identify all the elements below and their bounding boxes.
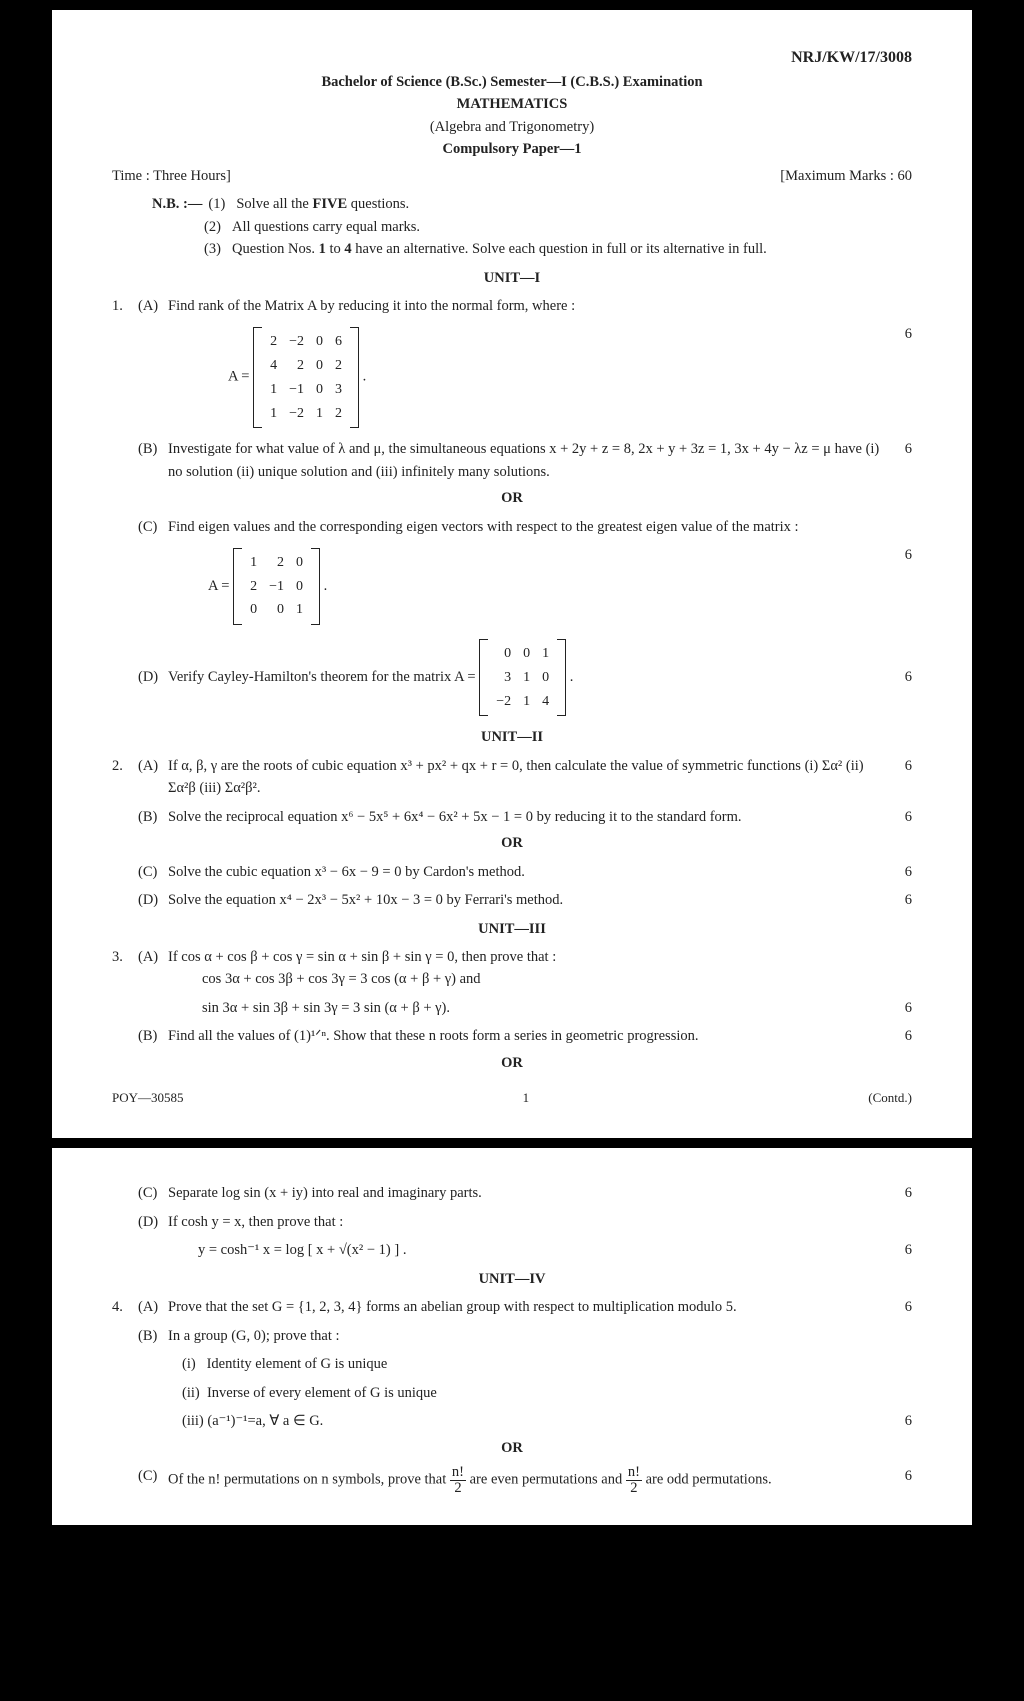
topic-line: (Algebra and Trigonometry): [112, 116, 912, 138]
q1c-matrix: 1202−10001: [233, 548, 320, 625]
p2c-text: Separate log sin (x + iy) into real and …: [168, 1182, 888, 1204]
time-label: Time : Three Hours]: [112, 165, 231, 187]
or-separator: OR: [112, 487, 912, 509]
nb-item-text: All questions carry equal marks.: [232, 216, 420, 238]
paper-line: Compulsory Paper—1: [112, 138, 912, 160]
part-label: (C): [138, 861, 168, 883]
nb-label: N.B. :—: [152, 193, 202, 215]
part-label: (C): [138, 1182, 168, 1204]
nb-item-text: Question Nos. 1 to 4 have an alternative…: [232, 238, 767, 260]
q4b-text: In a group (G, 0); prove that :: [168, 1325, 888, 1347]
part-label: (D): [138, 666, 168, 688]
q2b-text: Solve the reciprocal equation x⁶ − 5x⁵ +…: [168, 806, 888, 828]
q1a-text: Find rank of the Matrix A by reducing it…: [168, 295, 888, 317]
q3a-line2: cos 3α + cos 3β + cos 3γ = 3 cos (α + β …: [202, 968, 912, 990]
marks: 6: [888, 1182, 912, 1204]
or-separator: OR: [112, 1052, 912, 1074]
q2-number: 2.: [112, 755, 138, 777]
part-label: (B): [138, 1025, 168, 1047]
marks: 6: [888, 997, 912, 1019]
q4c-text: Of the n! permutations on n symbols, pro…: [168, 1465, 888, 1495]
p2d-eq: y = cosh⁻¹ x = log [ x + √(x² − 1) ] .: [168, 1239, 888, 1261]
part-label: (C): [138, 516, 168, 538]
q4b-ii: Inverse of every element of G is unique: [207, 1385, 437, 1401]
q1a-matrix: 2−20642021−1031−212: [253, 327, 359, 428]
unit-3-header: UNIT—III: [112, 918, 912, 940]
footer-left: POY—30585: [112, 1088, 184, 1108]
marks: 6: [888, 544, 912, 566]
part-label: (B): [138, 806, 168, 828]
exam-page-2: (C) Separate log sin (x + iy) into real …: [52, 1148, 972, 1525]
marks: 6: [888, 755, 912, 777]
q4b-i: Identity element of G is unique: [207, 1356, 388, 1372]
footer-center: 1: [523, 1088, 530, 1108]
q2a-text: If α, β, γ are the roots of cubic equati…: [168, 755, 888, 800]
q3a-text: If cos α + cos β + cos γ = sin α + sin β…: [168, 946, 888, 968]
q1c-text: Find eigen values and the corresponding …: [168, 516, 888, 538]
q4b-iii: (a⁻¹)⁻¹=a, ∀ a ∈ G.: [207, 1413, 323, 1429]
q1-number: 1.: [112, 295, 138, 317]
part-label: (D): [138, 889, 168, 911]
subject-line: MATHEMATICS: [112, 93, 912, 115]
marks: 6: [888, 1465, 912, 1487]
part-label: (D): [138, 1211, 168, 1233]
nb-item-text: Solve all the FIVE questions.: [236, 193, 409, 215]
q4a-text: Prove that the set G = {1, 2, 3, 4} form…: [168, 1296, 888, 1318]
marks: 6: [888, 323, 912, 345]
q3b-text: Find all the values of (1)¹ᐟⁿ. Show that…: [168, 1025, 888, 1047]
part-label: (B): [138, 1325, 168, 1347]
marks: 6: [888, 889, 912, 911]
part-label: (C): [138, 1465, 168, 1487]
part-label: (A): [138, 1296, 168, 1318]
paper-code: NRJ/KW/17/3008: [112, 46, 912, 71]
unit-2-header: UNIT—II: [112, 726, 912, 748]
marks: 6: [888, 1296, 912, 1318]
q4-number: 4.: [112, 1296, 138, 1318]
unit-1-header: UNIT—I: [112, 267, 912, 289]
page-footer: POY—30585 1 (Contd.): [112, 1088, 912, 1108]
q1d-text: Verify Cayley-Hamilton's theorem for the…: [168, 635, 888, 720]
q3-number: 3.: [112, 946, 138, 968]
max-marks: [Maximum Marks : 60: [780, 165, 912, 187]
part-label: (A): [138, 946, 168, 968]
marks: 6: [888, 1239, 912, 1261]
or-separator: OR: [112, 832, 912, 854]
degree-line: Bachelor of Science (B.Sc.) Semester—I (…: [112, 71, 912, 93]
q2d-text: Solve the equation x⁴ − 2x³ − 5x² + 10x …: [168, 889, 888, 911]
footer-right: (Contd.): [868, 1088, 912, 1108]
q1d-matrix: 001310−214: [479, 639, 566, 716]
marks: 6: [888, 806, 912, 828]
q2c-text: Solve the cubic equation x³ − 6x − 9 = 0…: [168, 861, 888, 883]
part-label: (A): [138, 295, 168, 317]
marks: 6: [888, 861, 912, 883]
marks: 6: [888, 666, 912, 688]
marks: 6: [888, 438, 912, 460]
nb-block: N.B. :—(1)Solve all the FIVE questions. …: [152, 193, 912, 260]
q1b-text: Investigate for what value of λ and μ, t…: [168, 438, 888, 483]
p2d-text: If cosh y = x, then prove that :: [168, 1211, 888, 1233]
marks: 6: [888, 1025, 912, 1047]
or-separator: OR: [112, 1437, 912, 1459]
marks: 6: [888, 1410, 912, 1432]
exam-page-1: NRJ/KW/17/3008 Bachelor of Science (B.Sc…: [52, 10, 972, 1138]
unit-4-header: UNIT—IV: [112, 1268, 912, 1290]
part-label: (A): [138, 755, 168, 777]
part-label: (B): [138, 438, 168, 460]
q3a-line3: sin 3α + sin 3β + sin 3γ = 3 sin (α + β …: [168, 997, 888, 1019]
